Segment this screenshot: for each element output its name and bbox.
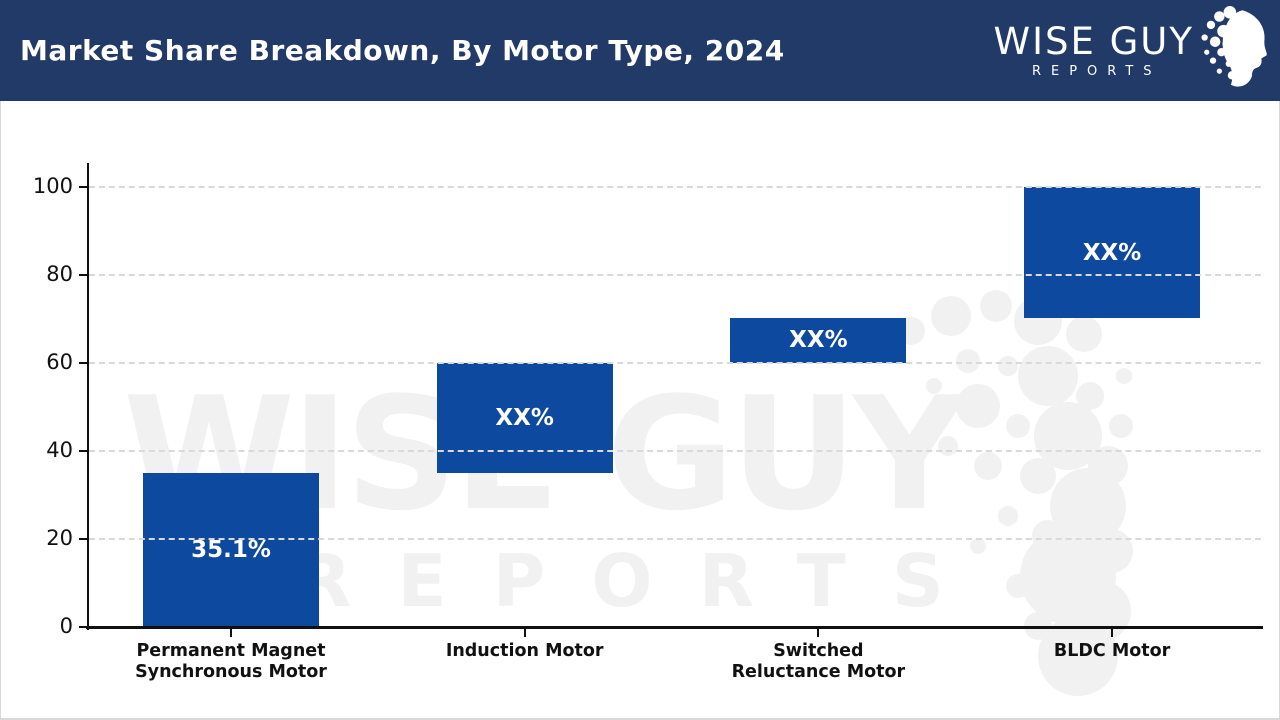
bar-segment: XX%: [436, 362, 613, 473]
x-tick-mark: [230, 629, 232, 637]
y-tick-mark: [79, 626, 87, 628]
x-tick-mark: [1111, 629, 1114, 637]
gridline: [89, 450, 1261, 452]
gridline: [89, 538, 1261, 540]
y-tick-mark: [79, 538, 87, 540]
category-label: Permanent Magnet Synchronous Motor: [135, 641, 327, 682]
y-tick-label: 60: [46, 350, 73, 374]
wise-guy-logo: WISE GUY REPORTS: [994, 6, 1270, 94]
bar-value-label: XX%: [789, 327, 848, 354]
logo-subtitle: REPORTS: [1031, 63, 1162, 79]
bar-value-label: 35.1%: [191, 536, 271, 563]
bar-segment: XX%: [1024, 187, 1201, 319]
bar-segment: 35.1%: [143, 472, 319, 627]
bar-segment: XX%: [730, 318, 907, 363]
y-tick-label: 100: [32, 174, 73, 198]
gridline: [89, 362, 1261, 364]
category-label: BLDC Motor: [1053, 641, 1171, 661]
y-tick-label: 20: [46, 526, 73, 550]
chart-area: WISE GUY REPORTS 35.1% XX% XX% XX% 0 20 40: [0, 101, 1280, 720]
x-axis-line: [86, 626, 1263, 629]
logo-wordmark: WISE GUY: [993, 19, 1194, 63]
y-tick-mark: [79, 450, 87, 452]
face-profile-icon: [1196, 6, 1270, 94]
chart-title: Market Share Breakdown, By Motor Type, 2…: [20, 34, 785, 67]
y-tick-mark: [79, 274, 87, 276]
gridline: [89, 186, 1261, 188]
y-tick-label: 40: [46, 438, 73, 462]
y-tick-mark: [79, 186, 87, 188]
category-label: Induction Motor: [445, 641, 604, 661]
y-tick-mark: [79, 362, 87, 364]
bar-value-label: XX%: [1082, 239, 1142, 266]
y-axis-line: [87, 163, 89, 630]
category-label: Switched Reluctance Motor: [731, 641, 906, 682]
gridline: [89, 274, 1261, 276]
y-tick-label: 80: [46, 262, 73, 286]
x-tick-mark: [817, 629, 820, 637]
header-bar: Market Share Breakdown, By Motor Type, 2…: [0, 0, 1280, 101]
logo-text: WISE GUY REPORTS: [993, 19, 1194, 79]
x-tick-mark: [523, 629, 526, 637]
watermark-subtitle: REPORTS: [296, 539, 990, 623]
bar-value-label: XX%: [495, 404, 554, 431]
y-tick-label: 0: [59, 614, 73, 638]
